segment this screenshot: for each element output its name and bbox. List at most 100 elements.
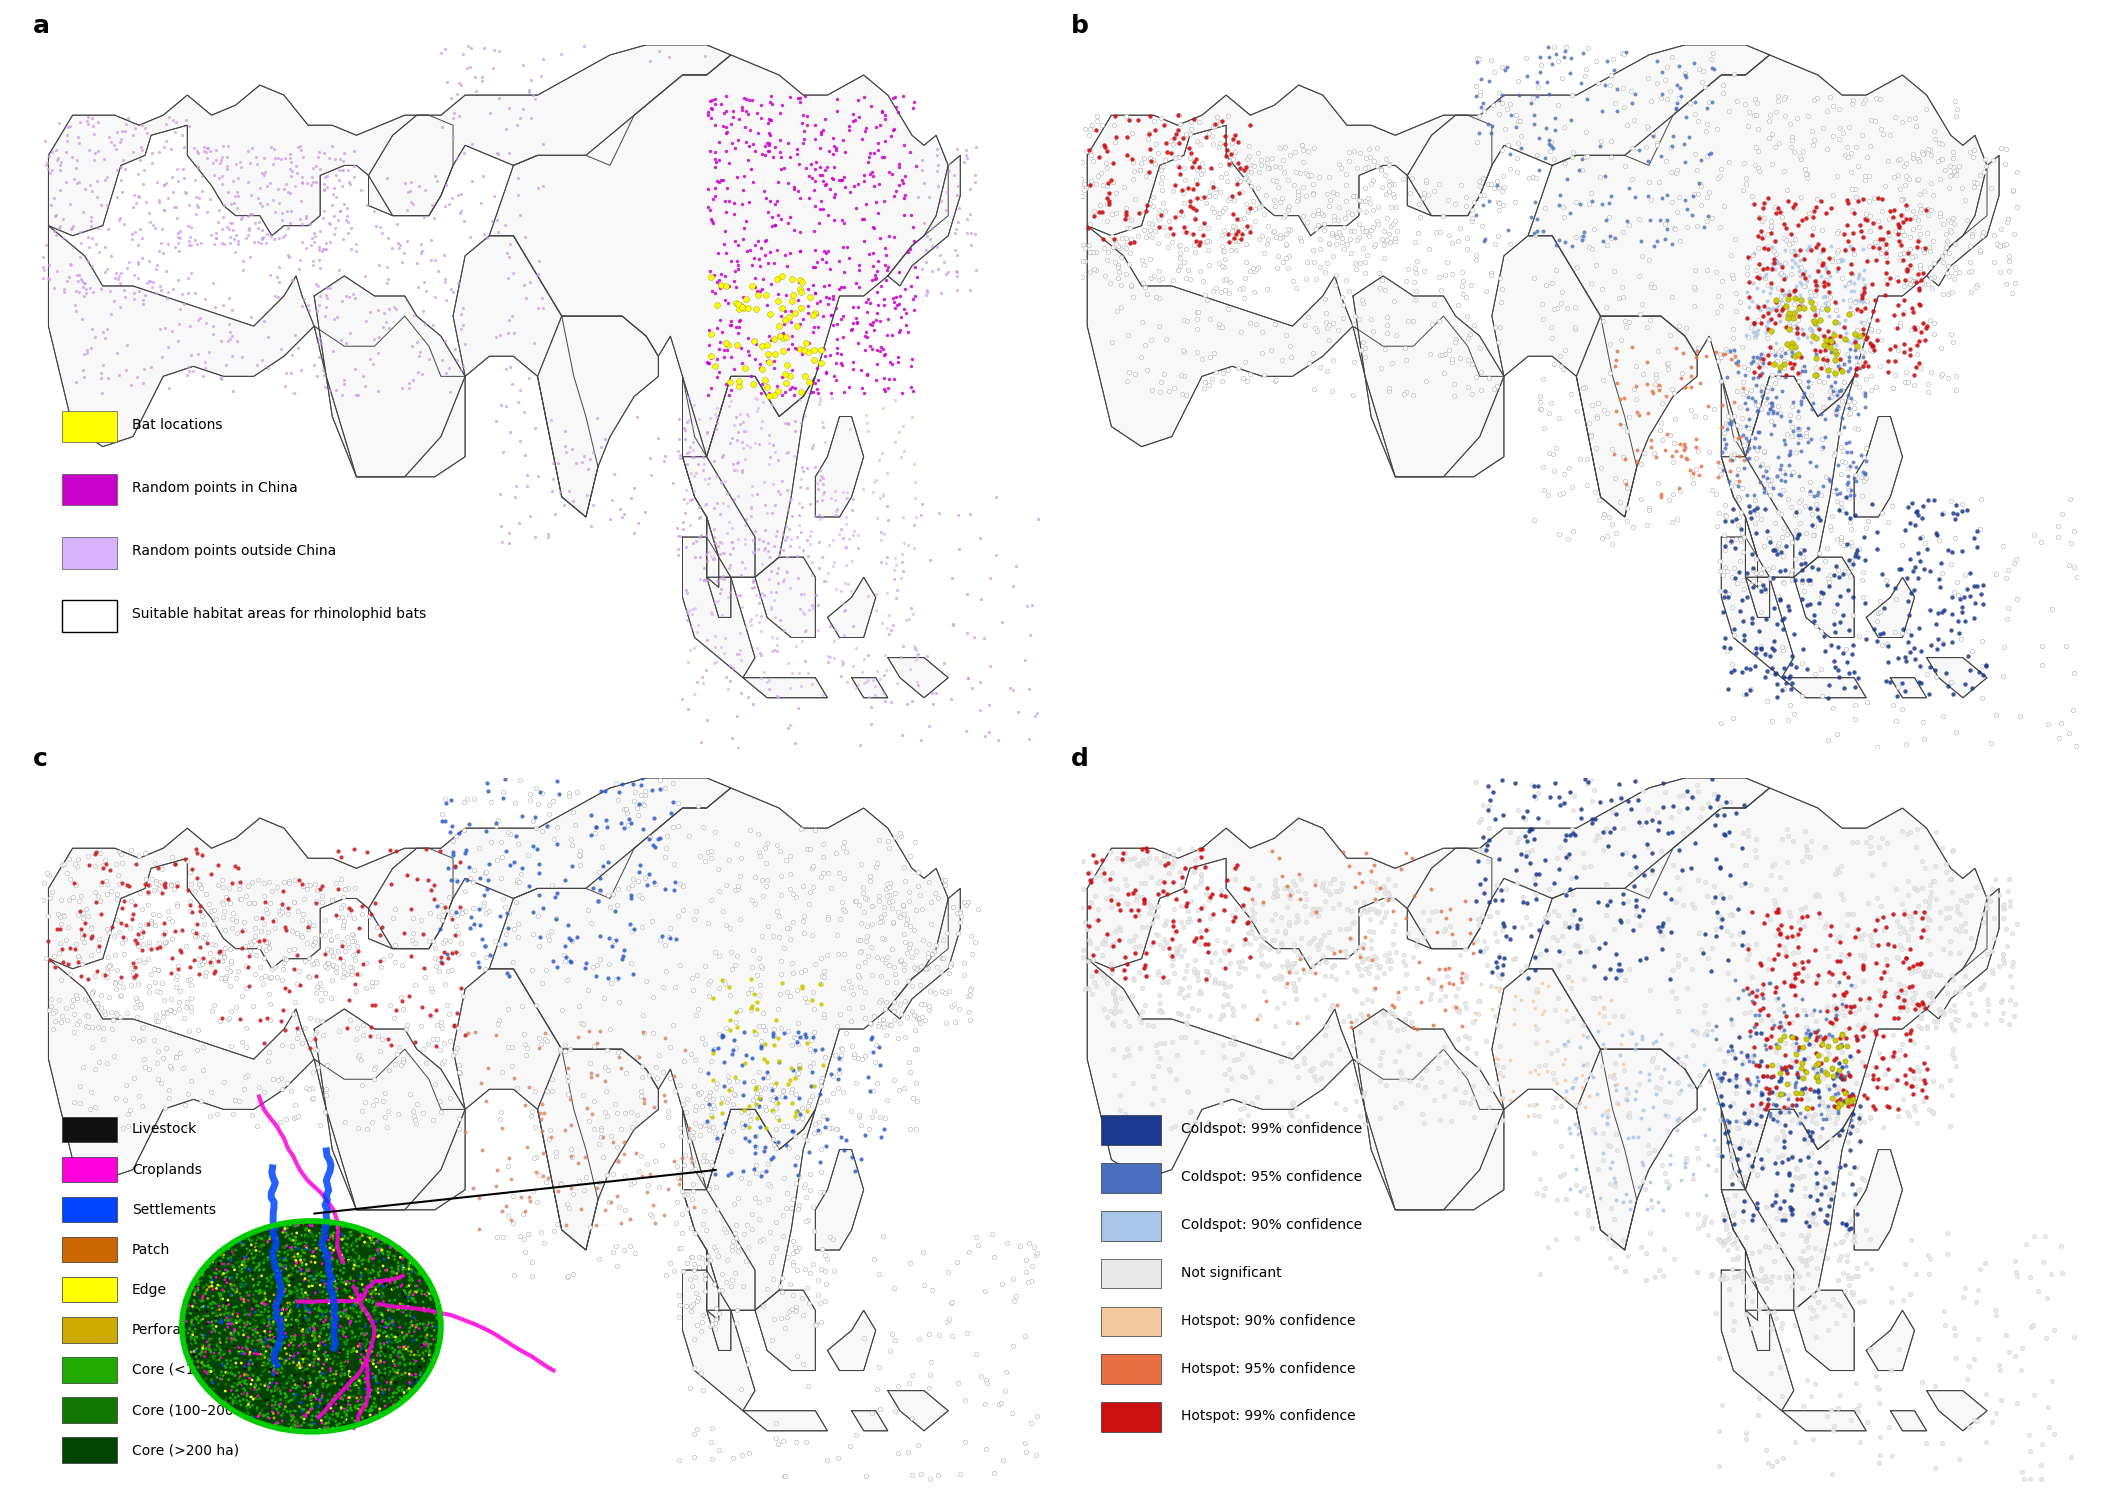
Point	[121, 922, 155, 945]
Point	[57, 871, 91, 895]
Point	[191, 341, 225, 365]
Point	[827, 571, 861, 595]
Point	[1859, 308, 1893, 332]
Point	[1738, 827, 1772, 851]
Point	[74, 925, 108, 948]
Point	[140, 872, 174, 896]
Point	[1726, 1260, 1760, 1284]
Point	[140, 1008, 174, 1032]
Point	[714, 957, 748, 981]
Point	[1804, 296, 1838, 320]
Point	[1090, 209, 1124, 233]
Point	[1408, 925, 1442, 948]
Point	[774, 299, 808, 323]
Point	[191, 1287, 225, 1310]
Point	[1442, 347, 1476, 371]
Point	[320, 1267, 354, 1291]
Point	[208, 1279, 242, 1303]
Point	[140, 1002, 174, 1026]
Point	[1548, 911, 1582, 935]
Point	[350, 1390, 384, 1414]
Point	[180, 1019, 214, 1043]
Point	[290, 1316, 324, 1340]
Point	[354, 902, 388, 926]
Point	[225, 1351, 259, 1375]
Point	[229, 1337, 263, 1361]
Point	[1772, 352, 1806, 375]
Point	[216, 217, 250, 241]
Point	[125, 172, 159, 196]
Point	[1834, 555, 1868, 579]
Point	[1459, 73, 1492, 97]
Point	[384, 1245, 418, 1269]
Point	[1904, 1067, 1938, 1091]
Point	[1817, 1100, 1851, 1123]
Point	[348, 1378, 382, 1402]
Point	[750, 1186, 784, 1210]
Point	[420, 169, 454, 193]
Point	[1747, 304, 1781, 328]
Point	[1109, 205, 1143, 229]
Point	[1107, 868, 1141, 892]
Point	[223, 1336, 257, 1360]
Point	[229, 1357, 263, 1381]
Point	[104, 983, 138, 1007]
Point	[1247, 892, 1280, 916]
Point	[1297, 1064, 1331, 1088]
Point	[1827, 223, 1861, 247]
Point	[1471, 848, 1505, 872]
Point	[1264, 1049, 1297, 1073]
Point	[1242, 1004, 1276, 1028]
Point	[1969, 654, 2003, 678]
Point	[810, 1448, 844, 1472]
Point	[1645, 914, 1679, 938]
Point	[214, 1328, 248, 1352]
Point	[293, 1258, 326, 1282]
Point	[316, 1234, 350, 1258]
Point	[369, 310, 403, 334]
Point	[1170, 910, 1204, 934]
Point	[295, 1273, 329, 1297]
Point	[1832, 470, 1866, 494]
Point	[307, 1313, 341, 1337]
Point	[672, 601, 706, 625]
Point	[1164, 1001, 1198, 1025]
Point	[492, 820, 526, 844]
Point	[161, 329, 195, 353]
Point	[1821, 929, 1855, 953]
Point	[1906, 557, 1940, 580]
Point	[1821, 420, 1855, 444]
Point	[305, 236, 339, 260]
Point	[1211, 868, 1244, 892]
Point	[237, 1300, 271, 1324]
Point	[1999, 194, 2033, 218]
Point	[787, 1352, 820, 1376]
Point	[1933, 941, 1967, 965]
Point	[324, 1351, 358, 1375]
Point	[1779, 548, 1813, 571]
Point	[1728, 1112, 1762, 1135]
Point	[1772, 443, 1806, 467]
Point	[333, 1396, 367, 1420]
Point	[1579, 829, 1613, 853]
Point	[254, 1400, 288, 1424]
Point	[1586, 368, 1620, 392]
Point	[1762, 1233, 1796, 1257]
Point	[871, 883, 905, 907]
Point	[1539, 1071, 1573, 1095]
Point	[837, 519, 871, 543]
Point	[390, 1303, 424, 1327]
Point	[1747, 1064, 1781, 1088]
Point	[719, 458, 753, 482]
Point	[1698, 1158, 1732, 1182]
Point	[237, 1379, 271, 1403]
Point	[1923, 132, 1957, 156]
Point	[695, 211, 729, 235]
Point	[1681, 109, 1715, 133]
Point	[522, 883, 555, 907]
Point	[689, 420, 723, 444]
Point	[231, 1284, 265, 1308]
Point	[212, 959, 246, 983]
Point	[329, 1384, 363, 1408]
Point	[280, 1016, 314, 1040]
